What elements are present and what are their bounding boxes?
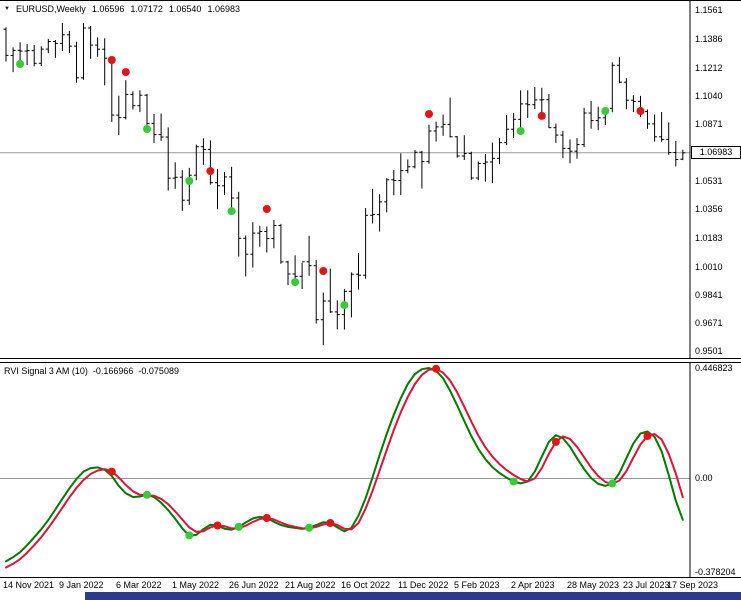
date-label: 5 Feb 2023 (454, 580, 500, 590)
sell-signal-dot (319, 267, 328, 275)
sell-signal-dot (537, 111, 546, 120)
indicator-tick-label: -0.378204 (695, 567, 736, 577)
price-tick-label: 0.9501 (695, 346, 723, 356)
price-tick-label: 1.1386 (695, 34, 723, 44)
date-label: 26 Jun 2022 (229, 580, 279, 590)
buy-signal-dot (608, 479, 617, 488)
price-tick-label: 0.9841 (695, 290, 723, 300)
current-price-tag: 1.06983 (691, 146, 741, 159)
buy-signal-dot (143, 490, 151, 499)
indicator-value-2: -0.075089 (138, 366, 179, 376)
ohlc-high: 1.07172 (130, 4, 163, 14)
date-label: 6 Mar 2022 (116, 580, 162, 590)
buy-signal-dot (143, 125, 151, 133)
indicator-tick-label: 0.446823 (695, 363, 733, 373)
indicator-tick-label: 0.00 (695, 473, 713, 483)
panel-separator[interactable] (0, 359, 741, 362)
sell-signal-dot (262, 205, 271, 213)
ohlc-low: 1.06540 (168, 4, 202, 14)
sell-signal-dot (107, 56, 116, 64)
symbol-name: EURUSD,Weekly (15, 4, 86, 14)
sell-signal-dot (432, 364, 441, 373)
price-tick-label: 1.1561 (695, 5, 723, 15)
time-axis[interactable]: 14 Nov 2021 9 Jan 2022 6 Mar 2022 1 May 202… (0, 578, 741, 592)
buy-signal-dot (601, 107, 610, 115)
rvi-chart-canvas (0, 363, 691, 577)
price-scale-axis[interactable]: 1.1561 1.1386 1.1212 1.1040 1.0871 1.0531 1.03… (692, 1, 741, 358)
date-label: 17 Sep 2023 (667, 580, 719, 590)
ohlc-open: 1.06596 (91, 4, 125, 14)
buy-signal-dot (305, 523, 314, 532)
rvi-indicator-panel[interactable]: RVI Signal 3 AM (10) -0.166966 -0.075089… (0, 362, 741, 578)
buy-signal-dot (509, 477, 518, 486)
sell-signal-dot (551, 437, 560, 446)
taskbar-strip (85, 592, 741, 600)
price-tick-label: 1.0531 (695, 176, 723, 186)
signal-line (5, 367, 684, 569)
buy-signal-dot (227, 207, 236, 216)
date-label: 1 May 2022 (172, 580, 220, 590)
sell-signal-dot (213, 521, 222, 530)
sell-signal-dot (206, 167, 215, 176)
sell-signal-dot (107, 467, 116, 476)
date-label: 11 Dec 2022 (398, 580, 449, 590)
price-tick-label: 1.1040 (695, 91, 723, 101)
sell-signal-dot (262, 514, 271, 522)
buy-signal-dot (185, 531, 194, 540)
chart-header: ▼ EURUSD,Weekly 1.06596 1.07172 1.06540 … (4, 4, 240, 14)
price-tick-label: 0.9671 (695, 318, 723, 328)
ohlc-close: 1.06983 (207, 4, 240, 14)
price-chart-panel[interactable]: ▼ EURUSD,Weekly 1.06596 1.07172 1.06540 … (0, 0, 741, 359)
date-label: 16 Oct 2022 (341, 580, 391, 590)
buy-signal-dot (340, 301, 349, 310)
date-label: 2 Apr 2023 (511, 580, 555, 590)
buy-signal-dot (16, 60, 25, 68)
buy-signal-dot (516, 127, 525, 135)
buy-signal-dot (185, 177, 194, 185)
sell-signal-dot (425, 110, 433, 118)
symbol-dropdown-icon[interactable]: ▼ (4, 5, 10, 12)
price-chart-canvas (0, 1, 691, 358)
buy-signal-dot (234, 522, 243, 531)
date-label: 14 Nov 2021 (3, 580, 55, 590)
indicator-name: RVI Signal 3 AM (10) (4, 366, 88, 376)
price-tick-label: 1.0010 (695, 262, 723, 272)
indicator-header: RVI Signal 3 AM (10) -0.166966 -0.075089 (4, 366, 179, 376)
price-tick-label: 1.0183 (695, 233, 723, 243)
date-label: 9 Jan 2022 (59, 580, 104, 590)
buy-signal-dot (291, 278, 300, 287)
date-label: 28 May 2023 (567, 580, 620, 590)
price-tick-label: 1.1212 (695, 63, 723, 73)
indicator-scale-axis[interactable]: 0.446823 0.00 -0.378204 (692, 363, 741, 577)
sell-signal-dot (121, 68, 130, 77)
rvi-line (5, 367, 684, 563)
price-tick-label: 1.0356 (695, 204, 723, 214)
date-label: 23 Jul 2023 (623, 580, 670, 590)
sell-signal-dot (326, 519, 335, 527)
date-label: 21 Aug 2022 (285, 580, 336, 590)
sell-signal-dot (643, 432, 652, 440)
price-tick-label: 1.0871 (695, 119, 723, 129)
indicator-value-1: -0.166966 (92, 366, 134, 376)
sell-signal-dot (636, 107, 645, 115)
